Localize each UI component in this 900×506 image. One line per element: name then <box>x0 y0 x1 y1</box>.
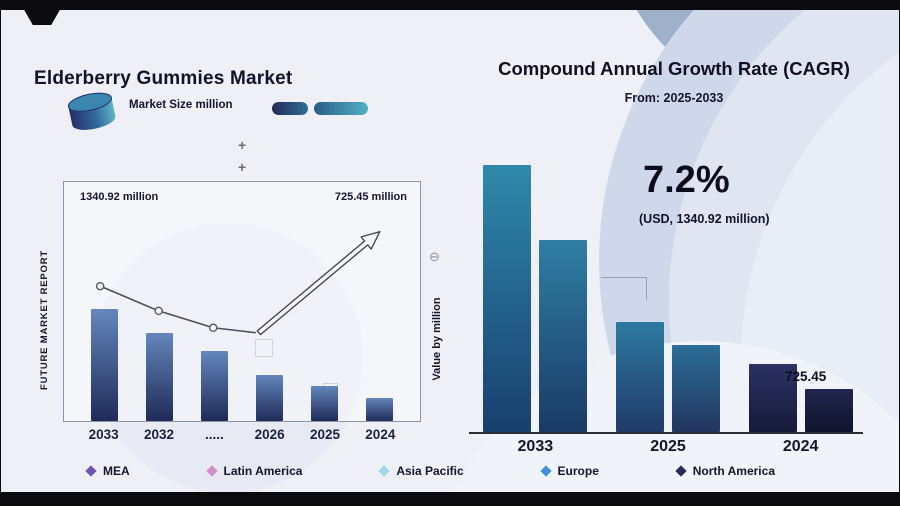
trend-line-arrow <box>95 230 381 336</box>
bracket-decoration <box>601 277 647 300</box>
top-border-bar <box>1 1 899 10</box>
bar-group-2033 <box>469 165 602 432</box>
bar-group-2024 <box>734 364 867 432</box>
x-label-2024: 2024 <box>365 427 396 442</box>
cagr-x-labels: 2033 2025 2024 <box>469 438 867 456</box>
legend-item-europe: Europe <box>539 464 599 478</box>
cagr-bar-2024-2 <box>804 389 853 432</box>
cagr-bar-2033-1 <box>483 165 532 432</box>
legend-diamond-icon <box>378 465 390 477</box>
market-size-bar-2024 <box>366 398 393 421</box>
plus-decoration-1: + <box>238 137 247 153</box>
cagr-chart: 2033 2025 2024 725.45 <box>469 151 867 455</box>
market-size-bar-..... <box>201 351 228 421</box>
pill-decoration-1 <box>272 102 308 115</box>
legend-label: Europe <box>557 464 599 478</box>
cagr-x-label-2024: 2024 <box>782 438 819 455</box>
market-size-label: Market Size million <box>129 99 233 111</box>
market-size-chart: 1340.92 million 725.45 million <box>63 181 421 422</box>
cagr-bar-2024-1 <box>748 364 797 432</box>
legend-item-asia-pacific: Asia Pacific <box>378 464 464 478</box>
ghost-chart-icon-2 <box>323 383 338 398</box>
market-size-bars <box>77 182 407 421</box>
x-label-2032: 2032 <box>143 427 175 442</box>
market-size-cylinder-icon <box>67 92 116 130</box>
cagr-bar-2025-1 <box>615 322 664 432</box>
x-axis-line <box>469 432 863 434</box>
left-title: Elderberry Gummies Market <box>34 67 293 89</box>
x-label-.....: ..... <box>204 427 224 442</box>
cagr-x-label-2025: 2025 <box>650 438 686 455</box>
market-size-bar-2032 <box>146 333 173 421</box>
x-label-2026: 2026 <box>254 427 285 442</box>
market-size-x-labels: 2033 2032..... 2026 2025 2024 <box>76 427 408 442</box>
top-border-notch <box>19 1 65 25</box>
bottom-border-bar <box>1 492 899 505</box>
left-chart-ylabel: FUTURE MARKET REPORT <box>39 249 50 391</box>
legend-diamond-icon <box>675 465 687 477</box>
decor-blob-left <box>93 223 363 493</box>
market-size-bar-2026 <box>256 375 283 421</box>
right-chart-ylabel: Value by million <box>431 297 443 381</box>
annotation-min-value: 725.45 million <box>334 191 407 203</box>
legend-item-north-america: North America <box>675 464 775 478</box>
legend-label: Asia Pacific <box>396 464 464 478</box>
annotation-max-value: 1340.92 million <box>80 191 159 203</box>
legend: MEA Latin America Asia Pacific Europe North … <box>85 464 775 478</box>
legend-label: MEA <box>103 464 130 478</box>
market-size-bar-2033 <box>91 309 118 421</box>
right-title: Compound Annual Growth Rate (CAGR) <box>498 58 850 79</box>
x-label-2033: 2033 <box>88 427 119 442</box>
cagr-bar-2025-2 <box>671 345 720 432</box>
legend-diamond-icon <box>539 465 552 477</box>
cagr-value: 7.2% <box>643 159 730 201</box>
legend-diamond-icon <box>205 465 218 477</box>
legend-item-latin-america: Latin America <box>205 464 303 478</box>
plus-decoration-2: + <box>238 159 247 175</box>
legend-label: Latin America <box>223 464 303 478</box>
cagr-note: (USD, 1340.92 million) <box>639 212 770 226</box>
cagr-x-label-2033: 2033 <box>517 438 554 455</box>
bar-group-2025 <box>602 322 735 432</box>
pill-decoration-2 <box>314 102 368 115</box>
x-label-2025: 2025 <box>309 427 341 442</box>
right-subtitle: From: 2025-2033 <box>624 91 724 105</box>
legend-item-mea: MEA <box>85 464 130 478</box>
legend-diamond-icon <box>85 465 97 477</box>
value-label-2024: 725.45 <box>785 369 827 384</box>
market-size-bar-2025 <box>311 386 338 421</box>
cagr-bars <box>469 151 867 432</box>
cagr-bar-2033-2 <box>539 240 588 432</box>
legend-label: North America <box>692 464 775 478</box>
ghost-chart-icon-1 <box>255 339 273 357</box>
circle-minus-decoration: ⊖ <box>429 249 440 264</box>
